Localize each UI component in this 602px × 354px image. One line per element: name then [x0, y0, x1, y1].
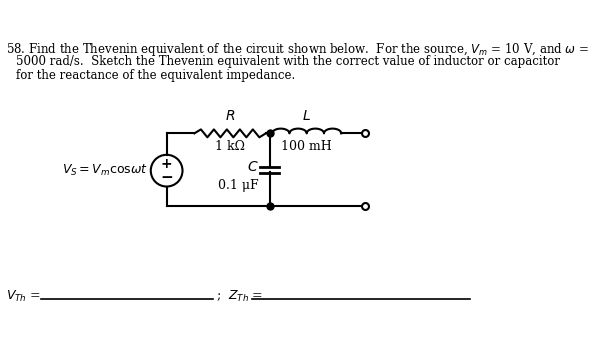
- Text: 0.1 μF: 0.1 μF: [218, 178, 259, 192]
- Text: $V_S = V_m\mathrm{cos}\omega t$: $V_S = V_m\mathrm{cos}\omega t$: [61, 163, 147, 178]
- Text: $L$: $L$: [302, 109, 311, 123]
- Text: 1 kΩ: 1 kΩ: [215, 141, 245, 154]
- Text: $R$: $R$: [225, 109, 235, 123]
- Text: 58. Find the Thevenin equivalent of the circuit shown below.  For the source, $V: 58. Find the Thevenin equivalent of the …: [7, 40, 589, 57]
- Text: $V_{Th}$ =: $V_{Th}$ =: [7, 289, 42, 304]
- Text: ;  $Z_{Th}$ =: ; $Z_{Th}$ =: [216, 289, 263, 304]
- Text: +: +: [161, 157, 172, 171]
- Text: 100 mH: 100 mH: [281, 141, 332, 154]
- Text: −: −: [160, 170, 173, 185]
- Text: 5000 rad/s.  Sketch the Thevenin equivalent with the correct value of inductor o: 5000 rad/s. Sketch the Thevenin equivale…: [16, 55, 560, 68]
- Text: for the reactance of the equivalent impedance.: for the reactance of the equivalent impe…: [16, 69, 295, 82]
- Text: $C$: $C$: [247, 160, 259, 174]
